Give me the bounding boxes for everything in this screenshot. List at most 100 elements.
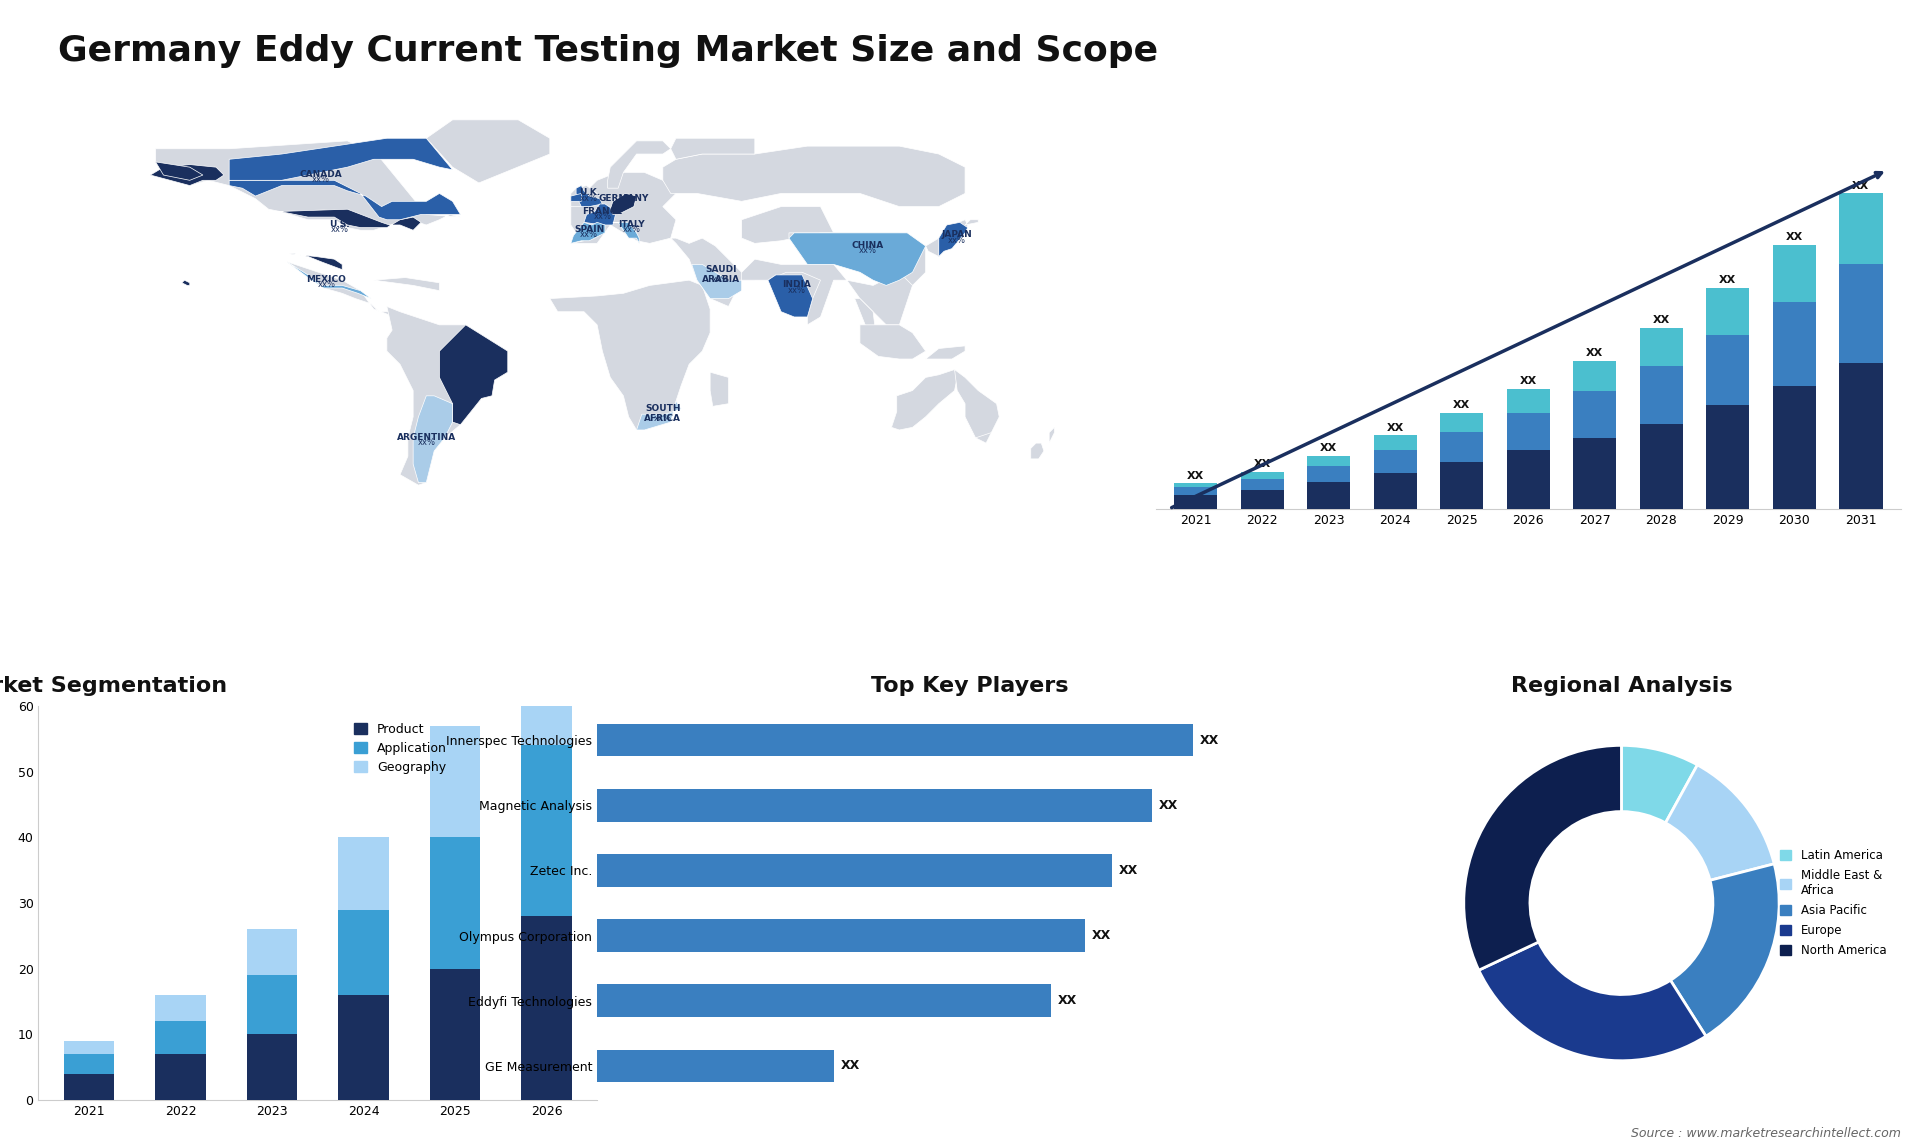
Text: XX: XX bbox=[1254, 460, 1271, 469]
Text: XX: XX bbox=[1586, 348, 1603, 359]
Bar bbox=[522, 745, 572, 916]
Text: xx%: xx% bbox=[313, 175, 330, 185]
Bar bbox=[156, 1054, 205, 1100]
Text: xx%: xx% bbox=[580, 230, 599, 240]
Polygon shape bbox=[426, 120, 549, 183]
Text: XX: XX bbox=[1386, 423, 1404, 432]
Bar bbox=[156, 995, 205, 1021]
Bar bbox=[1440, 462, 1484, 509]
Legend: Latin America, Middle East &
Africa, Asia Pacific, Europe, North America: Latin America, Middle East & Africa, Asi… bbox=[1778, 847, 1889, 959]
Wedge shape bbox=[1670, 864, 1780, 1036]
Wedge shape bbox=[1478, 942, 1707, 1061]
Polygon shape bbox=[228, 139, 453, 180]
Polygon shape bbox=[670, 238, 755, 306]
Polygon shape bbox=[662, 147, 966, 206]
Text: xx%: xx% bbox=[457, 364, 474, 374]
Polygon shape bbox=[584, 204, 616, 225]
Bar bbox=[1707, 288, 1749, 335]
Bar bbox=[1772, 301, 1816, 386]
Text: Market Segmentation: Market Segmentation bbox=[0, 676, 227, 696]
Text: xx%: xx% bbox=[593, 212, 611, 221]
Polygon shape bbox=[691, 265, 741, 299]
Polygon shape bbox=[710, 372, 728, 407]
Polygon shape bbox=[925, 346, 966, 359]
Bar bbox=[63, 1041, 113, 1054]
Bar bbox=[1240, 472, 1284, 479]
Text: xx%: xx% bbox=[622, 226, 639, 234]
Bar bbox=[1175, 495, 1217, 509]
Text: xx%: xx% bbox=[580, 194, 599, 203]
Text: xx%: xx% bbox=[417, 438, 436, 447]
Text: FRANCE: FRANCE bbox=[582, 206, 622, 215]
Text: XX: XX bbox=[1853, 181, 1870, 190]
Polygon shape bbox=[570, 222, 605, 243]
Bar bbox=[597, 1050, 833, 1082]
Polygon shape bbox=[789, 233, 925, 285]
Polygon shape bbox=[570, 194, 582, 202]
Bar bbox=[1373, 435, 1417, 449]
Bar bbox=[1707, 335, 1749, 406]
Text: XX: XX bbox=[1160, 799, 1179, 811]
Text: xx%: xx% bbox=[317, 281, 336, 290]
Text: XX: XX bbox=[1119, 864, 1139, 877]
Bar bbox=[522, 916, 572, 1100]
Bar bbox=[1240, 479, 1284, 490]
Polygon shape bbox=[975, 430, 991, 444]
Text: XX: XX bbox=[1200, 733, 1219, 747]
Polygon shape bbox=[570, 172, 676, 243]
Bar bbox=[338, 910, 388, 995]
Bar bbox=[248, 929, 298, 975]
Polygon shape bbox=[741, 259, 912, 324]
Polygon shape bbox=[286, 261, 371, 299]
Text: XX: XX bbox=[1653, 315, 1670, 325]
Title: Regional Analysis: Regional Analysis bbox=[1511, 676, 1732, 696]
Polygon shape bbox=[413, 395, 453, 482]
Bar bbox=[248, 975, 298, 1035]
Polygon shape bbox=[741, 206, 833, 243]
Bar bbox=[1640, 366, 1684, 424]
Polygon shape bbox=[768, 275, 812, 317]
Polygon shape bbox=[939, 222, 968, 257]
Polygon shape bbox=[150, 165, 225, 186]
Bar bbox=[597, 919, 1085, 952]
Text: U.S.: U.S. bbox=[328, 220, 349, 229]
Text: ARGENTINA: ARGENTINA bbox=[397, 433, 455, 442]
Text: XX: XX bbox=[1321, 444, 1338, 454]
Polygon shape bbox=[891, 369, 958, 430]
Wedge shape bbox=[1620, 745, 1697, 823]
Polygon shape bbox=[286, 261, 399, 317]
Bar bbox=[1839, 363, 1882, 509]
Bar bbox=[1373, 473, 1417, 509]
Bar bbox=[597, 788, 1152, 822]
Polygon shape bbox=[611, 194, 637, 214]
Polygon shape bbox=[269, 210, 420, 230]
Bar bbox=[1572, 438, 1617, 509]
Polygon shape bbox=[440, 324, 507, 425]
Wedge shape bbox=[1463, 745, 1622, 971]
Text: Germany Eddy Current Testing Market Size and Scope: Germany Eddy Current Testing Market Size… bbox=[58, 34, 1158, 69]
Polygon shape bbox=[607, 141, 670, 188]
Bar bbox=[156, 1021, 205, 1054]
Text: xx%: xx% bbox=[858, 246, 877, 256]
Text: xx%: xx% bbox=[655, 415, 672, 423]
Text: JAPAN: JAPAN bbox=[943, 230, 973, 240]
Polygon shape bbox=[570, 186, 603, 206]
Bar bbox=[1572, 361, 1617, 391]
Bar bbox=[597, 984, 1050, 1018]
Polygon shape bbox=[637, 401, 682, 430]
Bar bbox=[430, 968, 480, 1100]
Text: xx%: xx% bbox=[948, 236, 966, 245]
Text: xx%: xx% bbox=[614, 199, 632, 207]
Title: Top Key Players: Top Key Players bbox=[872, 676, 1068, 696]
Legend: Product, Application, Geography: Product, Application, Geography bbox=[351, 720, 449, 777]
Polygon shape bbox=[954, 369, 998, 438]
Polygon shape bbox=[966, 220, 977, 225]
Polygon shape bbox=[386, 306, 507, 485]
Bar bbox=[1772, 245, 1816, 301]
Polygon shape bbox=[612, 222, 639, 243]
Text: Source : www.marketresearchintellect.com: Source : www.marketresearchintellect.com bbox=[1630, 1128, 1901, 1140]
Bar bbox=[1440, 432, 1484, 462]
Text: XX: XX bbox=[1786, 233, 1803, 243]
Bar bbox=[597, 724, 1192, 756]
Polygon shape bbox=[789, 233, 925, 285]
